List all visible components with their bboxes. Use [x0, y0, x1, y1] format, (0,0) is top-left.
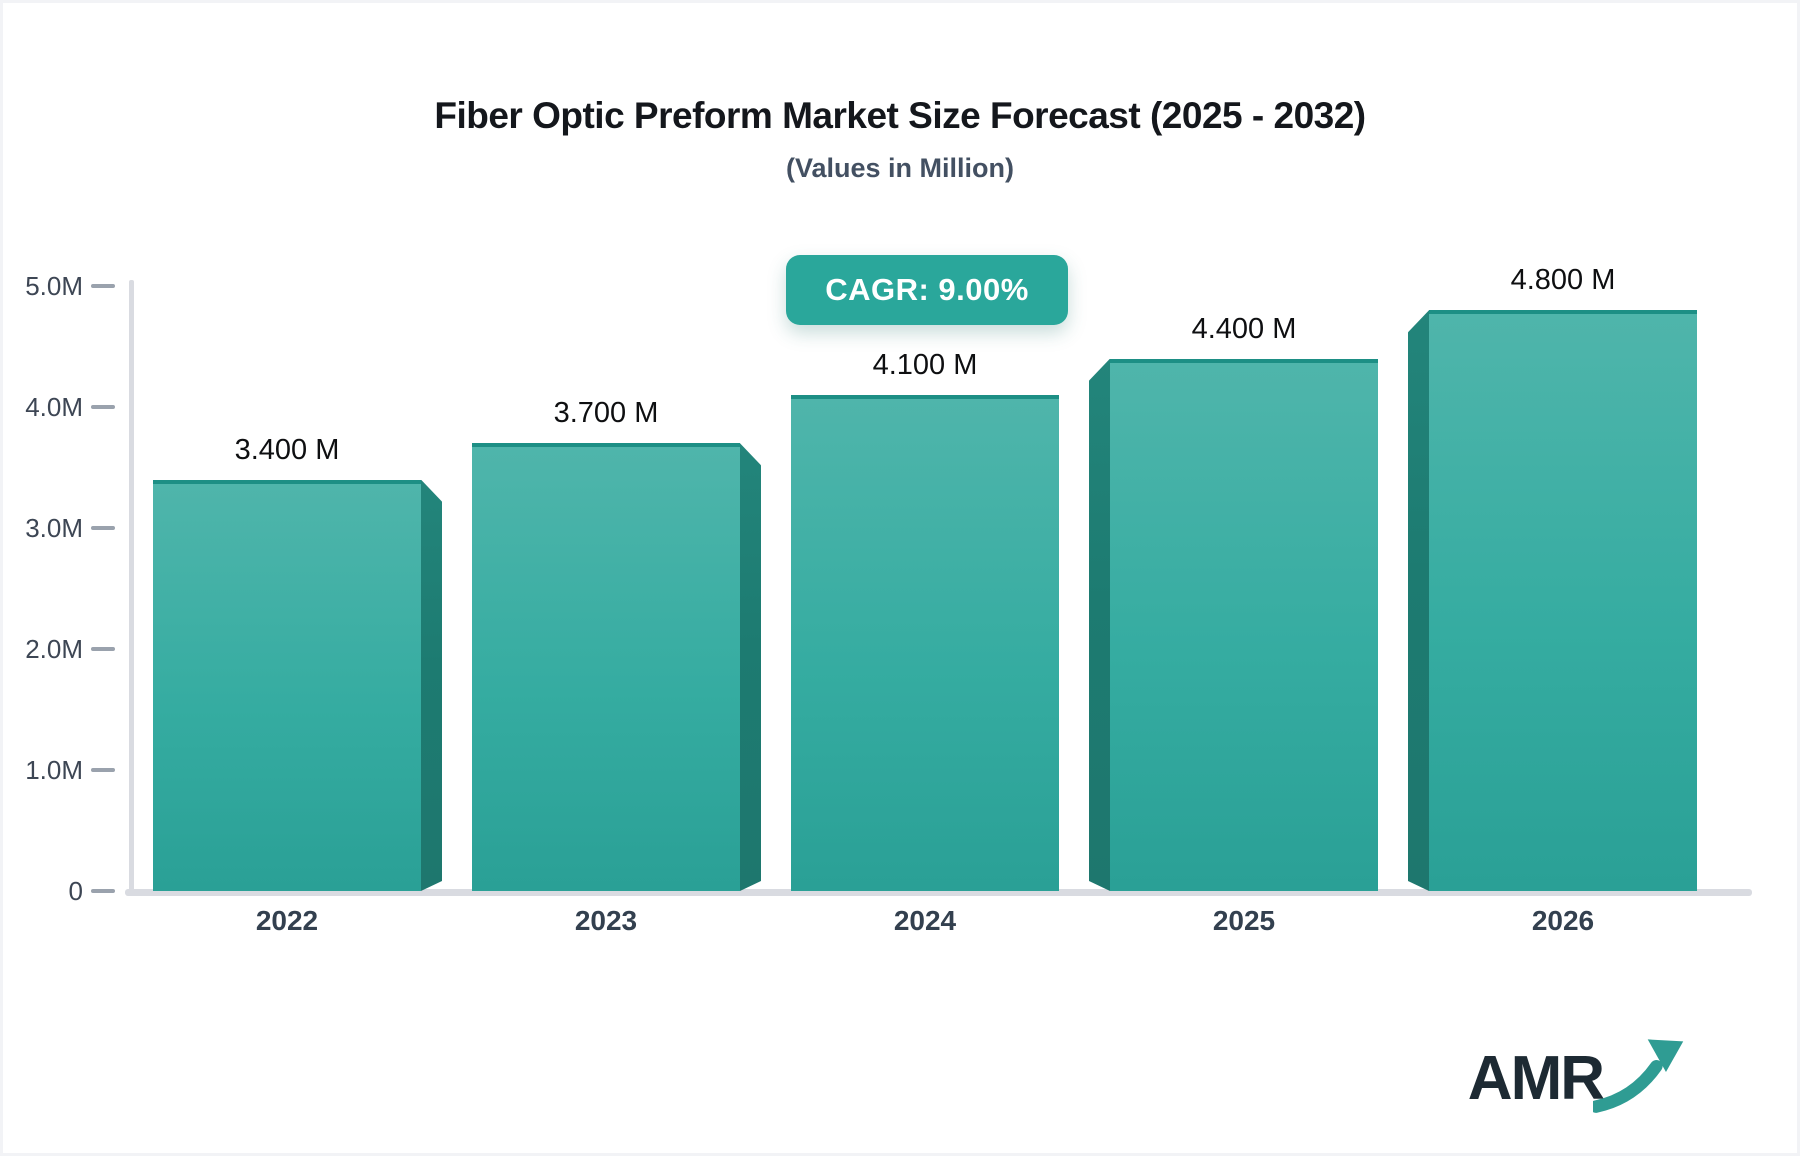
y-tick-label: 0	[68, 876, 83, 906]
chart-subtitle: (Values in Million)	[785, 153, 1015, 183]
bar-side-bevel	[1408, 310, 1429, 891]
bar-face	[1110, 358, 1378, 891]
x-tick-label: 2025	[1212, 905, 1276, 936]
x-axis-line	[125, 889, 1752, 896]
y-tick-label: 1.0M	[25, 755, 83, 785]
bar	[791, 394, 1059, 891]
y-tick-dash	[91, 405, 115, 409]
bar-value-label: 4.800 M	[1510, 264, 1616, 297]
chart-plot: 5.0M 4.0M 3.0M 2.0M 1.0M 0 3.400 M 2022 3.700 M 2…	[3, 3, 1797, 1153]
cagr-badge: CAGR: 9.00%	[786, 255, 1068, 325]
bar-value-label: 3.400 M	[234, 433, 340, 466]
y-tick-dash	[91, 284, 115, 288]
bar-face	[1429, 310, 1697, 891]
bar	[153, 479, 442, 891]
bar-face	[791, 394, 1059, 891]
bar-side-bevel	[1089, 359, 1110, 891]
chart-title: Fiber Optic Preform Market Size Forecast…	[434, 95, 1366, 136]
x-tick-label: 2022	[255, 905, 319, 936]
bar-face	[153, 479, 421, 891]
y-tick-label: 4.0M	[25, 392, 83, 422]
bar	[1089, 358, 1378, 891]
x-tick-label: 2024	[893, 905, 957, 936]
bar-value-label: 4.100 M	[872, 348, 978, 381]
bar-side-bevel	[740, 443, 761, 891]
bar-value-label: 4.400 M	[1191, 312, 1297, 345]
amr-logo: AMR	[1467, 1033, 1689, 1113]
y-tick-label: 3.0M	[25, 513, 83, 543]
x-tick-label: 2023	[574, 905, 638, 936]
trend-up-arrow-icon	[1593, 1039, 1684, 1113]
x-tick-label: 2026	[1531, 905, 1595, 936]
bar	[472, 443, 761, 891]
amr-logo-text: AMR	[1467, 1044, 1605, 1113]
y-axis-line	[129, 280, 134, 896]
y-tick-dash	[91, 647, 115, 651]
y-tick-dash	[91, 768, 115, 772]
y-tick-dash	[91, 889, 115, 893]
y-tick-label: 2.0M	[25, 634, 83, 664]
bar-value-label: 3.700 M	[553, 397, 659, 430]
bar	[1408, 310, 1697, 891]
bar-face	[472, 443, 740, 891]
y-tick-dash	[91, 526, 115, 530]
bar-side-bevel	[421, 480, 442, 891]
cagr-badge-label: CAGR: 9.00%	[825, 272, 1029, 307]
y-tick-label: 5.0M	[25, 271, 83, 301]
